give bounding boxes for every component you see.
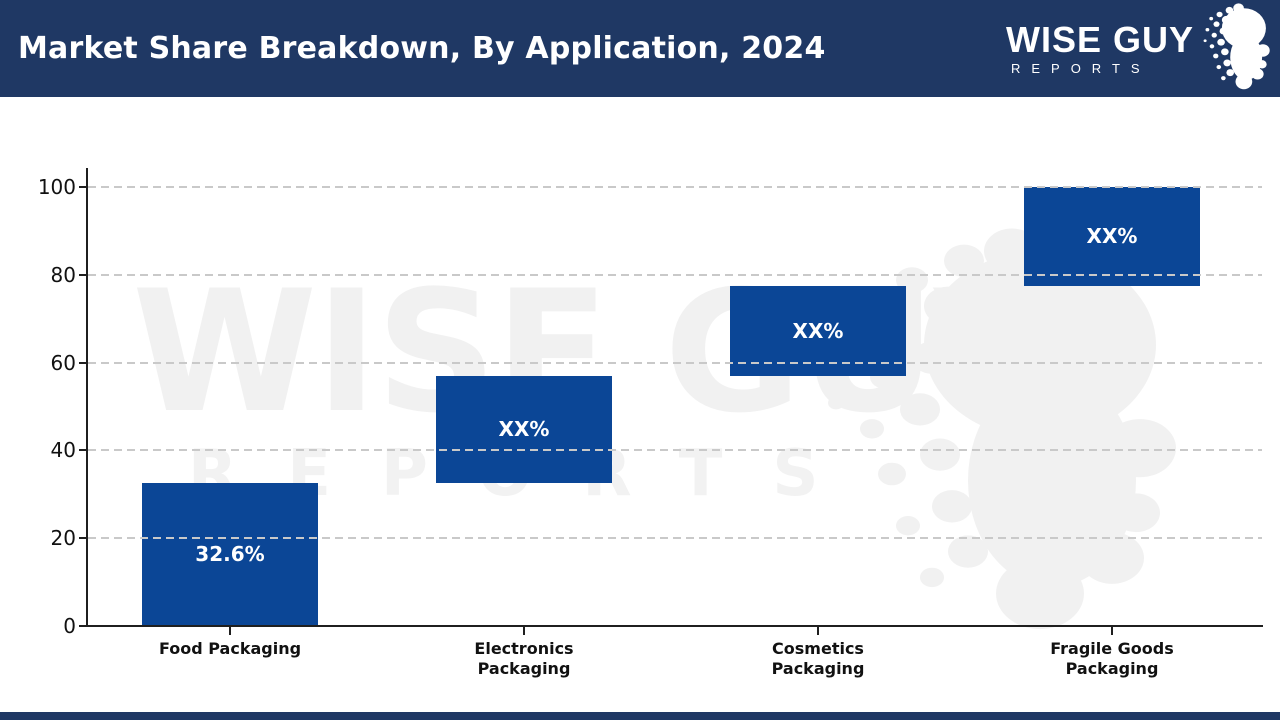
y-axis-line	[86, 168, 88, 627]
y-tick-mark	[79, 186, 86, 188]
y-tick-label: 60	[50, 350, 76, 375]
bar-value-label: XX%	[792, 318, 844, 343]
x-tick-mark	[1111, 627, 1113, 635]
y-tick-mark	[79, 625, 86, 627]
gridline	[88, 537, 1262, 540]
brand-face-icon	[1196, 2, 1272, 96]
brand-name: WISE GUY	[1005, 19, 1194, 60]
y-tick-mark	[79, 273, 86, 276]
header-bar: Market Share Breakdown, By Application, …	[0, 0, 1280, 97]
x-category-label: Cosmetics Packaging	[771, 639, 865, 678]
x-category-label: Food Packaging	[158, 639, 302, 658]
brand-logo: WISE GUY REPORTS	[1006, 0, 1272, 97]
bar-segment: XX%	[436, 375, 612, 483]
bar-segment: 32.6%	[142, 482, 318, 626]
gridline	[88, 361, 1262, 364]
y-tick-label: 0	[63, 614, 76, 638]
gridline	[88, 449, 1262, 452]
bar-segment: XX%	[730, 285, 906, 376]
y-tick-label: 40	[50, 438, 76, 463]
y-tick-mark	[79, 449, 86, 452]
x-category-label: Electronics Packaging	[474, 639, 574, 678]
page-title: Market Share Breakdown, By Application, …	[18, 31, 826, 66]
watermark-face-graphic	[788, 222, 1188, 646]
bar-segment: XX%	[1024, 187, 1200, 286]
y-tick-label: 100	[37, 175, 76, 199]
gridline	[88, 186, 1262, 188]
y-tick-label: 20	[50, 526, 76, 551]
y-tick-label: 80	[50, 262, 76, 287]
x-axis-line	[86, 625, 1263, 627]
y-tick-mark	[79, 537, 86, 540]
brand-subname: REPORTS	[1010, 61, 1151, 76]
gridline	[88, 273, 1262, 276]
y-tick-mark	[79, 361, 86, 364]
bar-value-label: 32.6%	[195, 542, 265, 567]
footer-bar	[0, 712, 1280, 720]
bar-value-label: XX%	[498, 417, 550, 442]
x-tick-mark	[817, 627, 819, 635]
brand-logo-text: WISE GUY REPORTS	[1005, 19, 1194, 76]
x-tick-mark	[229, 627, 231, 635]
x-category-label: Fragile Goods Packaging	[1050, 639, 1174, 678]
x-tick-mark	[523, 627, 525, 635]
bar-value-label: XX%	[1086, 224, 1138, 249]
